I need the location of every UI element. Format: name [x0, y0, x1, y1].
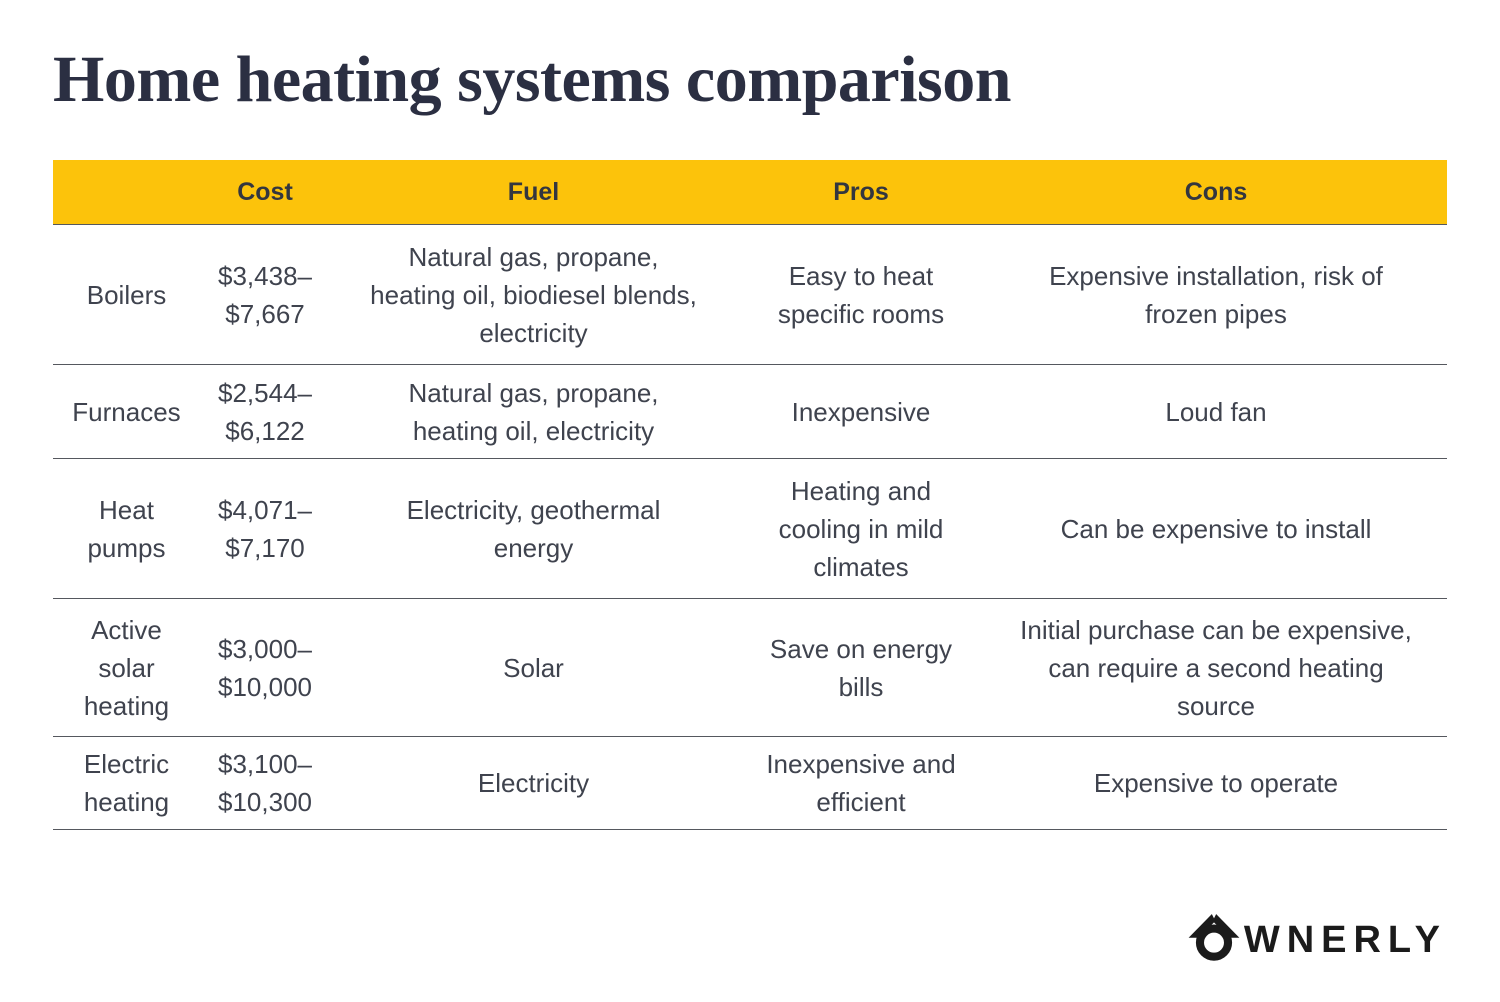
pros-cell: Save on energy bills: [737, 598, 985, 738]
col-header-cost: Cost: [200, 159, 330, 226]
cost-cell: $3,100– $10,300: [200, 736, 330, 831]
table-row-boilers: Boilers $3,438– $7,667 Natural gas, prop…: [53, 224, 1447, 366]
col-header-fuel: Fuel: [330, 159, 737, 226]
cons-cell: Initial purchase can be expensive, can r…: [985, 598, 1447, 738]
system-name-cell: Electric heating: [53, 736, 200, 831]
table-row-electric-heating: Electric heating $3,100– $10,300 Electri…: [53, 736, 1447, 831]
infographic-root: Home heating systems comparison Cost Fue…: [0, 42, 1500, 831]
cost-cell: $4,071– $7,170: [200, 458, 330, 600]
fuel-cell: Natural gas, propane, heating oil, biodi…: [330, 224, 737, 366]
fuel-cell: Natural gas, propane, heating oil, elect…: [330, 364, 737, 460]
pros-cell: Inexpensive and efficient: [737, 736, 985, 831]
system-name-cell: Active solar heating: [53, 598, 200, 738]
page-title: Home heating systems comparison: [53, 43, 1011, 116]
cons-cell: Can be expensive to install: [985, 458, 1447, 600]
house-o-icon: [1188, 908, 1240, 961]
cost-cell: $2,544– $6,122: [200, 364, 330, 460]
fuel-cell: Solar: [330, 598, 737, 738]
system-name-cell: Heat pumps: [53, 458, 200, 600]
pros-cell: Heating and cooling in mild climates: [737, 458, 985, 600]
cost-cell: $3,438– $7,667: [200, 224, 330, 366]
cons-cell: Expensive installation, risk of frozen p…: [985, 224, 1447, 366]
table-header-row: Cost Fuel Pros Cons: [53, 159, 1447, 226]
comparison-table: Cost Fuel Pros Cons Boilers $3,438– $7,6…: [53, 159, 1447, 831]
fuel-cell: Electricity, geothermal energy: [330, 458, 737, 600]
pros-cell: Easy to heat specific rooms: [737, 224, 985, 366]
table-row-heat-pumps: Heat pumps $4,071– $7,170 Electricity, g…: [53, 458, 1447, 600]
ownerly-logo: WNERLY: [1187, 906, 1447, 962]
cons-cell: Expensive to operate: [985, 736, 1447, 831]
table-row-furnaces: Furnaces $2,544– $6,122 Natural gas, pro…: [53, 364, 1447, 460]
brand-wordmark: WNERLY: [1243, 919, 1447, 961]
col-header-system: [53, 159, 200, 226]
col-header-cons: Cons: [985, 159, 1447, 226]
cons-cell: Loud fan: [985, 364, 1447, 460]
table-row-active-solar-heating: Active solar heating $3,000– $10,000 Sol…: [53, 598, 1447, 738]
system-name-cell: Furnaces: [53, 364, 200, 460]
fuel-cell: Electricity: [330, 736, 737, 831]
pros-cell: Inexpensive: [737, 364, 985, 460]
system-name-cell: Boilers: [53, 224, 200, 366]
cost-cell: $3,000– $10,000: [200, 598, 330, 738]
col-header-pros: Pros: [737, 159, 985, 226]
